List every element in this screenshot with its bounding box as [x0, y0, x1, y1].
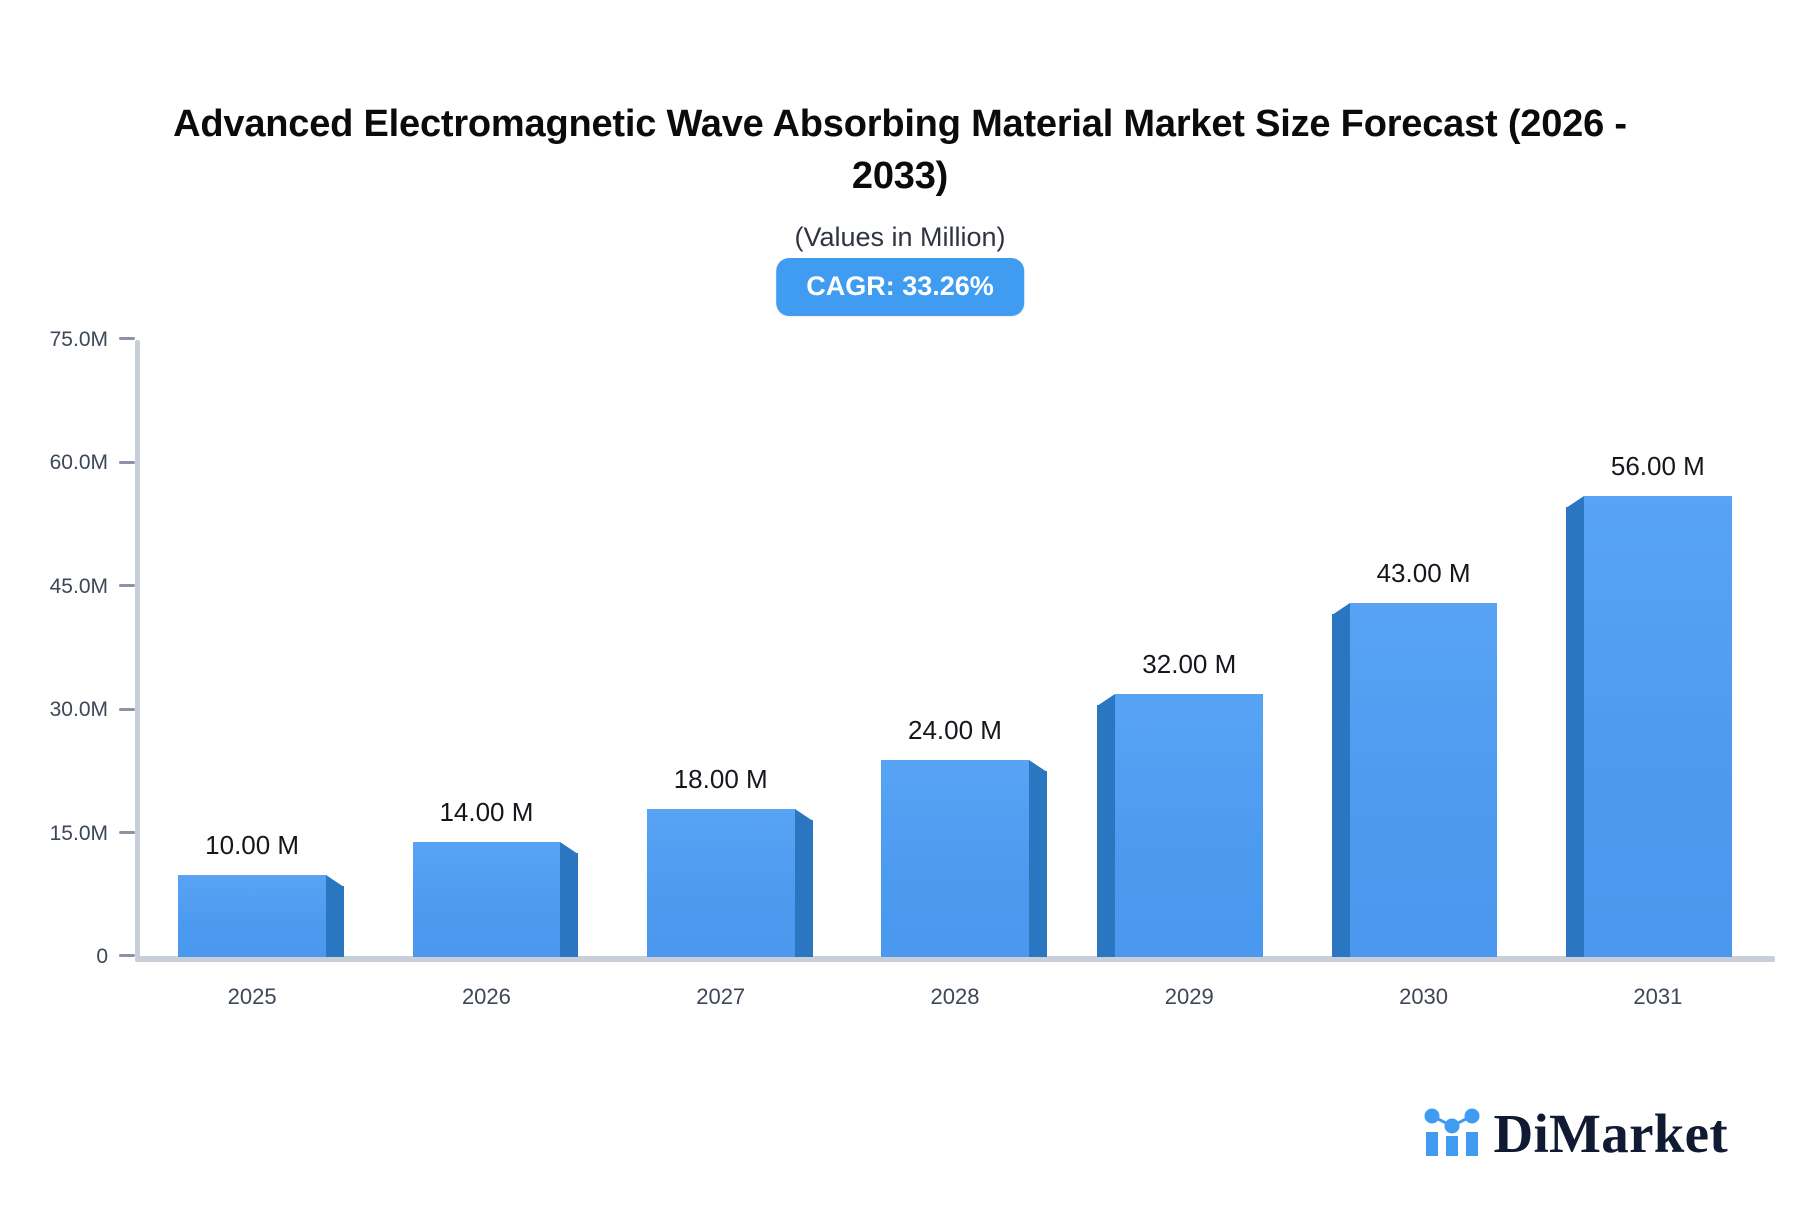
y-tick-mark [119, 584, 135, 588]
chart-subtitle: (Values in Million) [794, 222, 1006, 252]
y-tick: 45.0M [0, 575, 135, 599]
bar-slot: 14.00 M [412, 340, 579, 957]
y-tick-label: 75.0M [49, 328, 108, 351]
plot-area: 10.00 M 14.00 M 18.00 M 24.00 M 32.00 M 43.00… [135, 340, 1775, 962]
bar-top-bevel [1028, 759, 1047, 772]
bar-side-face [560, 852, 579, 957]
bar-top-bevel [1331, 603, 1350, 616]
y-tick-mark [119, 831, 135, 835]
y-tick-mark [119, 707, 135, 711]
bar-front-face [412, 841, 561, 957]
bar-chart-logo-icon [1424, 1105, 1480, 1162]
bar[interactable] [881, 759, 1047, 957]
bar-side-face [1028, 770, 1047, 957]
bar-side-face [1331, 614, 1350, 957]
bar-side-face [325, 885, 344, 957]
y-tick-mark [119, 954, 135, 958]
y-tick: 30.0M [0, 698, 135, 722]
bar-front-face [178, 874, 326, 957]
x-tick-label: 2029 [1164, 984, 1214, 1009]
y-tick: 60.0M [0, 451, 135, 475]
bar-front-face [1584, 496, 1732, 957]
bar-value-label: 10.00 M [205, 829, 300, 860]
bar-front-face [646, 808, 795, 957]
bar-front-face [1115, 693, 1264, 957]
bar-value-label: 14.00 M [439, 796, 534, 827]
y-tick-mark [119, 337, 135, 341]
chart-title: Advanced Electromagnetic Wave Absorbing … [173, 103, 1627, 197]
bar[interactable] [1097, 693, 1264, 957]
brand-name: DiMarket [1493, 1103, 1728, 1164]
x-tick-label: 2028 [930, 984, 980, 1009]
bar-front-face [881, 759, 1029, 957]
cagr-badge: CAGR: 33.26% [776, 258, 1024, 316]
bar-slot: 18.00 M [646, 340, 813, 957]
x-tick-label: 2031 [1633, 984, 1683, 1009]
bar-front-face [1349, 603, 1498, 957]
y-tick-label: 15.0M [49, 821, 108, 845]
y-axis-line [135, 340, 140, 957]
bar-slot: 10.00 M [178, 340, 344, 957]
bar-slot: 56.00 M [1566, 340, 1732, 957]
y-tick: 75.0M [0, 328, 135, 352]
bar-value-label: 32.00 M [1142, 648, 1237, 679]
y-tick: 15.0M [0, 822, 135, 846]
x-tick-label: 2026 [461, 984, 511, 1009]
bar-top-bevel [1097, 693, 1116, 706]
bar[interactable] [412, 841, 579, 957]
bar-slot: 43.00 M [1331, 340, 1498, 957]
bar-top-bevel [325, 874, 344, 887]
bar[interactable] [178, 874, 344, 957]
y-tick: 0 [0, 945, 135, 969]
bar[interactable] [1331, 603, 1498, 957]
y-tick-label: 0 [96, 945, 108, 968]
bar-top-bevel [560, 841, 579, 854]
bar-slot: 32.00 M [1097, 340, 1264, 957]
bar-slot: 24.00 M [881, 340, 1047, 957]
bar-top-bevel [794, 808, 813, 821]
bar[interactable] [1566, 496, 1732, 957]
bar-top-bevel [1566, 496, 1585, 509]
bar-side-face [1097, 704, 1116, 957]
bar-value-label: 56.00 M [1610, 451, 1705, 482]
bar-side-face [794, 819, 813, 957]
bar-value-label: 43.00 M [1376, 558, 1471, 589]
y-tick-label: 45.0M [49, 574, 108, 598]
bar-side-face [1566, 507, 1585, 957]
y-tick-mark [119, 460, 135, 464]
brand-logo: DiMarket [1424, 1105, 1728, 1162]
bar-value-label: 18.00 M [673, 763, 768, 794]
x-tick-label: 2030 [1399, 984, 1449, 1009]
y-tick-label: 30.0M [49, 698, 108, 722]
x-tick-label: 2027 [696, 984, 746, 1009]
x-axis-line [135, 956, 1775, 962]
bar-value-label: 24.00 M [908, 714, 1002, 745]
bar[interactable] [646, 808, 813, 957]
x-tick-label: 2025 [227, 984, 277, 1009]
y-tick-label: 60.0M [49, 451, 108, 475]
